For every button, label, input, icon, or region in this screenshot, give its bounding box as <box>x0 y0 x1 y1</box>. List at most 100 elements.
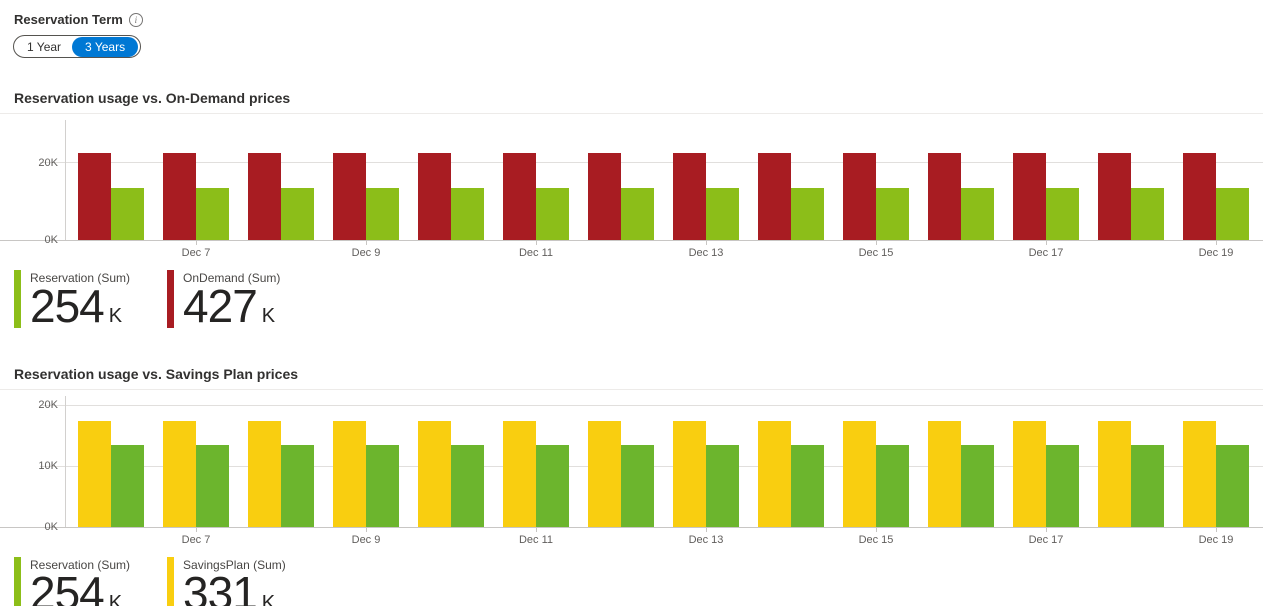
legend-value-number: 254 <box>30 280 105 332</box>
bar-savingsplan <box>248 421 281 528</box>
x-tick <box>876 240 877 245</box>
legend-item-reservation: Reservation (Sum) 254 K <box>14 557 130 606</box>
bar-savingsplan <box>333 421 366 528</box>
reservation-term-toggle[interactable]: 1 Year 3 Years <box>13 35 142 58</box>
ondemand-chart-section: Reservation usage vs. On-Demand prices 0… <box>0 90 1263 329</box>
bar-reservation <box>536 445 569 528</box>
y-axis-label: 10K <box>38 460 58 473</box>
legend-value-unit: K <box>261 305 276 327</box>
bar-savingsplan <box>588 421 621 528</box>
bar-savingsplan <box>843 421 876 528</box>
x-tick <box>196 527 197 533</box>
bar-ondemand <box>163 153 196 240</box>
y-axis-label: 20K <box>38 156 58 169</box>
bar-reservation <box>111 188 144 240</box>
bar-savingsplan <box>418 421 451 528</box>
x-axis-label: Dec 9 <box>351 534 381 547</box>
bar-reservation <box>1216 445 1249 528</box>
bar-savingsplan <box>503 421 536 528</box>
x-tick <box>1216 527 1217 533</box>
gridline-20K <box>40 404 1263 406</box>
x-axis-label: Dec 15 <box>858 534 894 547</box>
reservation-legend-swatch <box>14 557 21 606</box>
savingsplan-bar-chart: 0K 10K 20K Dec 7 Dec 9 Dec 11 Dec 13 Dec 15 Dec … <box>0 396 1263 546</box>
legend-item-reservation: Reservation (Sum) 254 K <box>14 270 131 329</box>
bar-reservation <box>281 188 314 240</box>
legend-item-savingsplan: SavingsPlan (Sum) 331 K <box>167 557 286 606</box>
bar-reservation <box>621 445 654 528</box>
x-tick <box>1046 527 1047 533</box>
bar-savingsplan <box>673 421 706 528</box>
bar-reservation <box>876 445 909 528</box>
bar-reservation <box>536 188 569 240</box>
gridline-0K <box>0 239 1263 241</box>
reservation-legend-swatch <box>14 270 21 329</box>
bar-reservation <box>281 445 314 528</box>
savingsplan-legend-swatch <box>167 557 175 606</box>
bar-reservation <box>111 445 144 528</box>
x-tick <box>1216 240 1217 245</box>
bar-savingsplan <box>1098 421 1131 528</box>
bar-ondemand <box>673 153 706 240</box>
bar-reservation <box>196 188 229 240</box>
legend-series-value: 331 K <box>183 570 286 606</box>
legend-series-value: 427 K <box>183 283 280 329</box>
x-axis-label: Dec 9 <box>351 247 381 259</box>
y-axis-label: 0K <box>44 234 58 246</box>
section-divider <box>0 389 1263 391</box>
bar-reservation <box>961 188 994 240</box>
bar-ondemand <box>418 153 451 240</box>
bar-reservation <box>876 188 909 240</box>
bar-ondemand <box>333 153 366 240</box>
bar-savingsplan <box>928 421 961 528</box>
bar-ondemand <box>1098 153 1131 240</box>
bar-savingsplan <box>163 421 196 528</box>
reservation-term-label: Reservation Term <box>14 12 123 27</box>
x-axis-label: Dec 13 <box>688 247 724 259</box>
bar-ondemand <box>503 153 536 240</box>
x-tick <box>706 527 707 533</box>
x-axis-label: Dec 15 <box>858 247 894 259</box>
bar-reservation <box>706 445 739 528</box>
savingsplan-chart-section: Reservation usage vs. Savings Plan price… <box>0 366 1263 606</box>
toggle-option-1-year[interactable]: 1 Year <box>27 39 62 54</box>
y-axis-label: 0K <box>44 521 58 534</box>
x-axis-label: Dec 7 <box>181 247 211 259</box>
legend-value-number: 331 <box>183 567 258 606</box>
info-icon[interactable]: i <box>128 12 143 27</box>
x-tick <box>196 240 197 245</box>
bar-reservation <box>451 445 484 528</box>
reservation-term-row: Reservation Term i <box>14 12 1263 27</box>
ondemand-chart-title: Reservation usage vs. On-Demand prices <box>14 90 291 106</box>
bar-reservation <box>1046 188 1079 240</box>
bar-reservation <box>366 445 399 528</box>
savingsplan-chart-title: Reservation usage vs. Savings Plan price… <box>14 366 299 383</box>
bar-reservation <box>1216 188 1249 240</box>
bar-ondemand <box>588 153 621 240</box>
gridline-20K <box>40 162 1263 164</box>
legend-value-unit: K <box>261 592 276 606</box>
x-tick <box>536 240 537 245</box>
x-axis-label: Dec 13 <box>688 534 724 547</box>
bar-savingsplan <box>1013 421 1046 528</box>
bar-reservation <box>1131 445 1164 528</box>
legend-series-name: Reservation (Sum) <box>30 558 131 573</box>
x-tick <box>366 240 367 245</box>
toggle-option-3-years[interactable]: 3 Years <box>72 36 139 57</box>
legend-item-ondemand: OnDemand (Sum) 427 K <box>167 270 280 329</box>
legend-value-unit: K <box>108 305 123 327</box>
bar-reservation <box>621 188 654 240</box>
legend-series-name: Reservation (Sum) <box>30 271 131 285</box>
savingsplan-chart-legend: Reservation (Sum) 254 K SavingsPlan (Sum)… <box>14 557 1263 606</box>
legend-series-value: 254 K <box>30 283 130 329</box>
x-axis-label: Dec 17 <box>1028 534 1064 547</box>
x-axis-label: Dec 19 <box>1198 534 1234 547</box>
ondemand-bar-chart: 0K 20K Dec 7 Dec 9 Dec 11 Dec 13 Dec 15 Dec 17 D… <box>0 120 1263 259</box>
y-axis-line <box>65 120 66 240</box>
ondemand-legend-swatch <box>167 270 175 329</box>
bar-ondemand <box>843 153 876 240</box>
bar-reservation <box>1046 445 1079 528</box>
ondemand-chart-legend: Reservation (Sum) 254 K OnDemand (Sum) 42… <box>14 270 1263 329</box>
legend-value-unit: K <box>108 592 123 606</box>
